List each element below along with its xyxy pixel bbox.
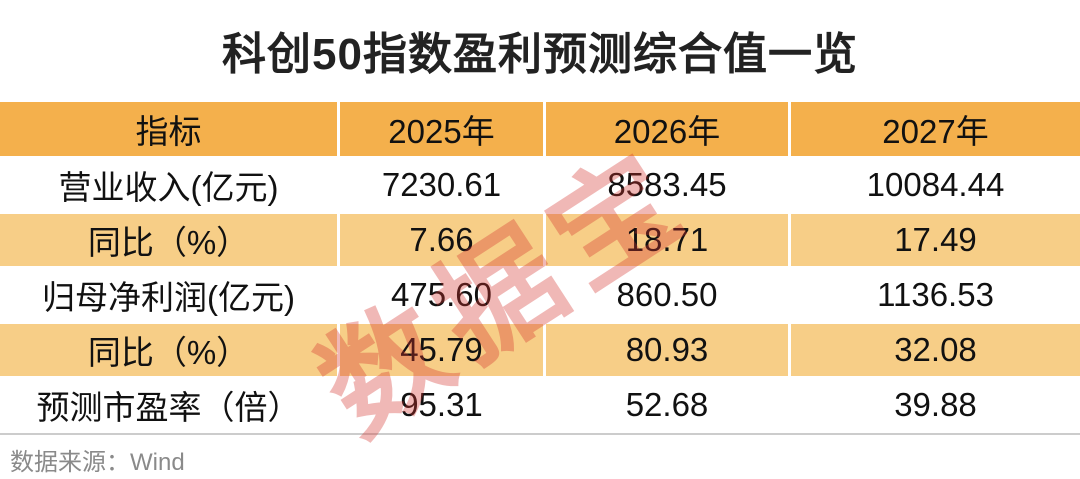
cell-revenue-yoy-2025: 7.66 xyxy=(340,214,543,266)
cell-net-profit-2026: 860.50 xyxy=(546,269,788,321)
cell-net-profit-2025: 475.60 xyxy=(340,269,543,321)
cell-forecast-pe-2025: 95.31 xyxy=(340,379,543,431)
row-label-profit-yoy: 同比（%） xyxy=(0,324,337,376)
column-header-2026: 2026年 xyxy=(546,102,788,156)
cell-revenue-2026: 8583.45 xyxy=(546,159,788,211)
cell-revenue-yoy-2027: 17.49 xyxy=(791,214,1080,266)
column-header-indicator: 指标 xyxy=(0,102,337,156)
cell-forecast-pe-2026: 52.68 xyxy=(546,379,788,431)
row-label-net-profit: 归母净利润(亿元) xyxy=(0,269,337,321)
data-source: 数据来源：Wind xyxy=(0,433,1080,477)
column-header-2025: 2025年 xyxy=(340,102,543,156)
cell-profit-yoy-2026: 80.93 xyxy=(546,324,788,376)
page-title: 科创50指数盈利预测综合值一览 xyxy=(222,30,858,79)
cell-net-profit-2027: 1136.53 xyxy=(791,269,1080,321)
cell-profit-yoy-2025: 45.79 xyxy=(340,324,543,376)
row-label-revenue-yoy: 同比（%） xyxy=(0,214,337,266)
row-label-revenue: 营业收入(亿元) xyxy=(0,159,337,211)
row-label-forecast-pe: 预测市盈率（倍） xyxy=(0,379,337,431)
forecast-table: 指标 2025年 2026年 2027年 营业收入(亿元) 7230.61 85… xyxy=(0,102,1080,431)
cell-revenue-2025: 7230.61 xyxy=(340,159,543,211)
cell-revenue-2027: 10084.44 xyxy=(791,159,1080,211)
cell-profit-yoy-2027: 32.08 xyxy=(791,324,1080,376)
cell-forecast-pe-2027: 39.88 xyxy=(791,379,1080,431)
cell-revenue-yoy-2026: 18.71 xyxy=(546,214,788,266)
column-header-2027: 2027年 xyxy=(791,102,1080,156)
